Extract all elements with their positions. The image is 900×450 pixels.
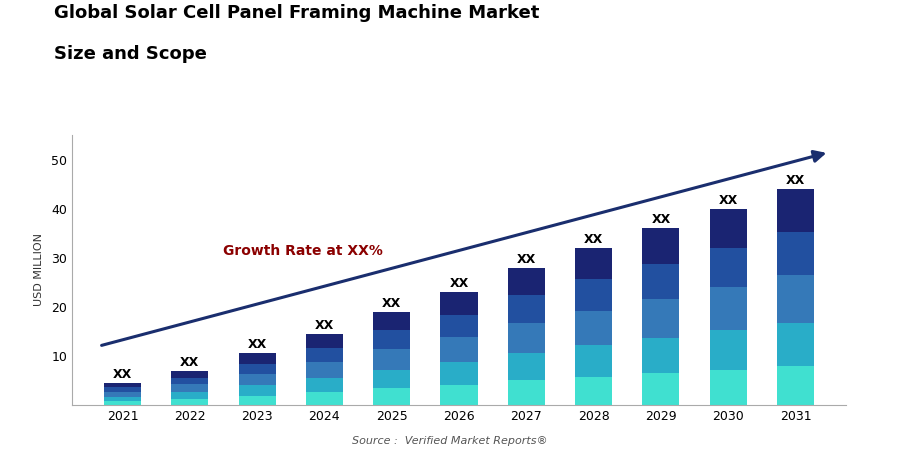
Bar [238,385,275,396]
Text: Global Solar Cell Panel Framing Machine Market: Global Solar Cell Panel Framing Machine … [54,4,539,22]
Text: XX: XX [786,174,806,187]
Bar [643,264,680,299]
Bar [104,387,141,392]
Bar [777,275,814,323]
Bar [171,371,208,378]
Bar [777,232,814,275]
Bar [643,228,680,264]
Bar [440,385,478,405]
Bar [440,337,478,362]
Bar [440,292,478,315]
Bar [238,364,275,374]
Bar [508,268,544,295]
Bar [440,362,478,385]
Bar [238,396,275,405]
Bar [238,353,275,364]
Bar [575,279,612,311]
Bar [643,373,680,405]
Text: XX: XX [248,338,266,351]
Bar [710,248,747,287]
Bar [575,248,612,279]
Bar [306,362,343,378]
Bar [171,392,208,399]
Bar [171,384,208,392]
Bar [508,323,544,353]
Bar [374,388,410,405]
Bar [374,330,410,349]
Text: XX: XX [517,252,535,266]
Bar [508,295,544,323]
Bar [238,374,275,385]
Bar [171,399,208,405]
Text: XX: XX [180,356,200,369]
Bar [643,299,680,338]
Bar [575,345,612,377]
Bar [374,349,410,369]
Bar [710,287,747,330]
Text: XX: XX [584,233,603,246]
Bar [306,348,343,362]
Bar [777,323,814,366]
Bar [104,383,141,387]
Bar [306,378,343,392]
Bar [171,378,208,384]
Bar [575,311,612,345]
Bar [104,396,141,401]
Bar [777,366,814,405]
Text: Size and Scope: Size and Scope [54,45,207,63]
Bar [575,377,612,405]
Text: XX: XX [652,213,670,226]
Bar [777,189,814,232]
Bar [374,369,410,388]
Bar [643,338,680,373]
Bar [374,312,410,330]
Bar [508,353,544,380]
Text: Growth Rate at XX%: Growth Rate at XX% [223,244,383,258]
Bar [306,392,343,405]
Text: Source :  Verified Market Reports®: Source : Verified Market Reports® [352,436,548,446]
Y-axis label: USD MILLION: USD MILLION [34,234,44,306]
Text: XX: XX [112,368,132,381]
Bar [710,369,747,405]
Bar [710,209,747,248]
Bar [306,334,343,348]
Text: XX: XX [315,319,334,332]
Bar [104,392,141,396]
Bar [440,315,478,337]
Bar [710,330,747,369]
Bar [508,380,544,405]
Text: XX: XX [718,194,738,207]
Text: XX: XX [449,277,469,290]
Text: XX: XX [382,297,401,310]
Bar [104,401,141,405]
